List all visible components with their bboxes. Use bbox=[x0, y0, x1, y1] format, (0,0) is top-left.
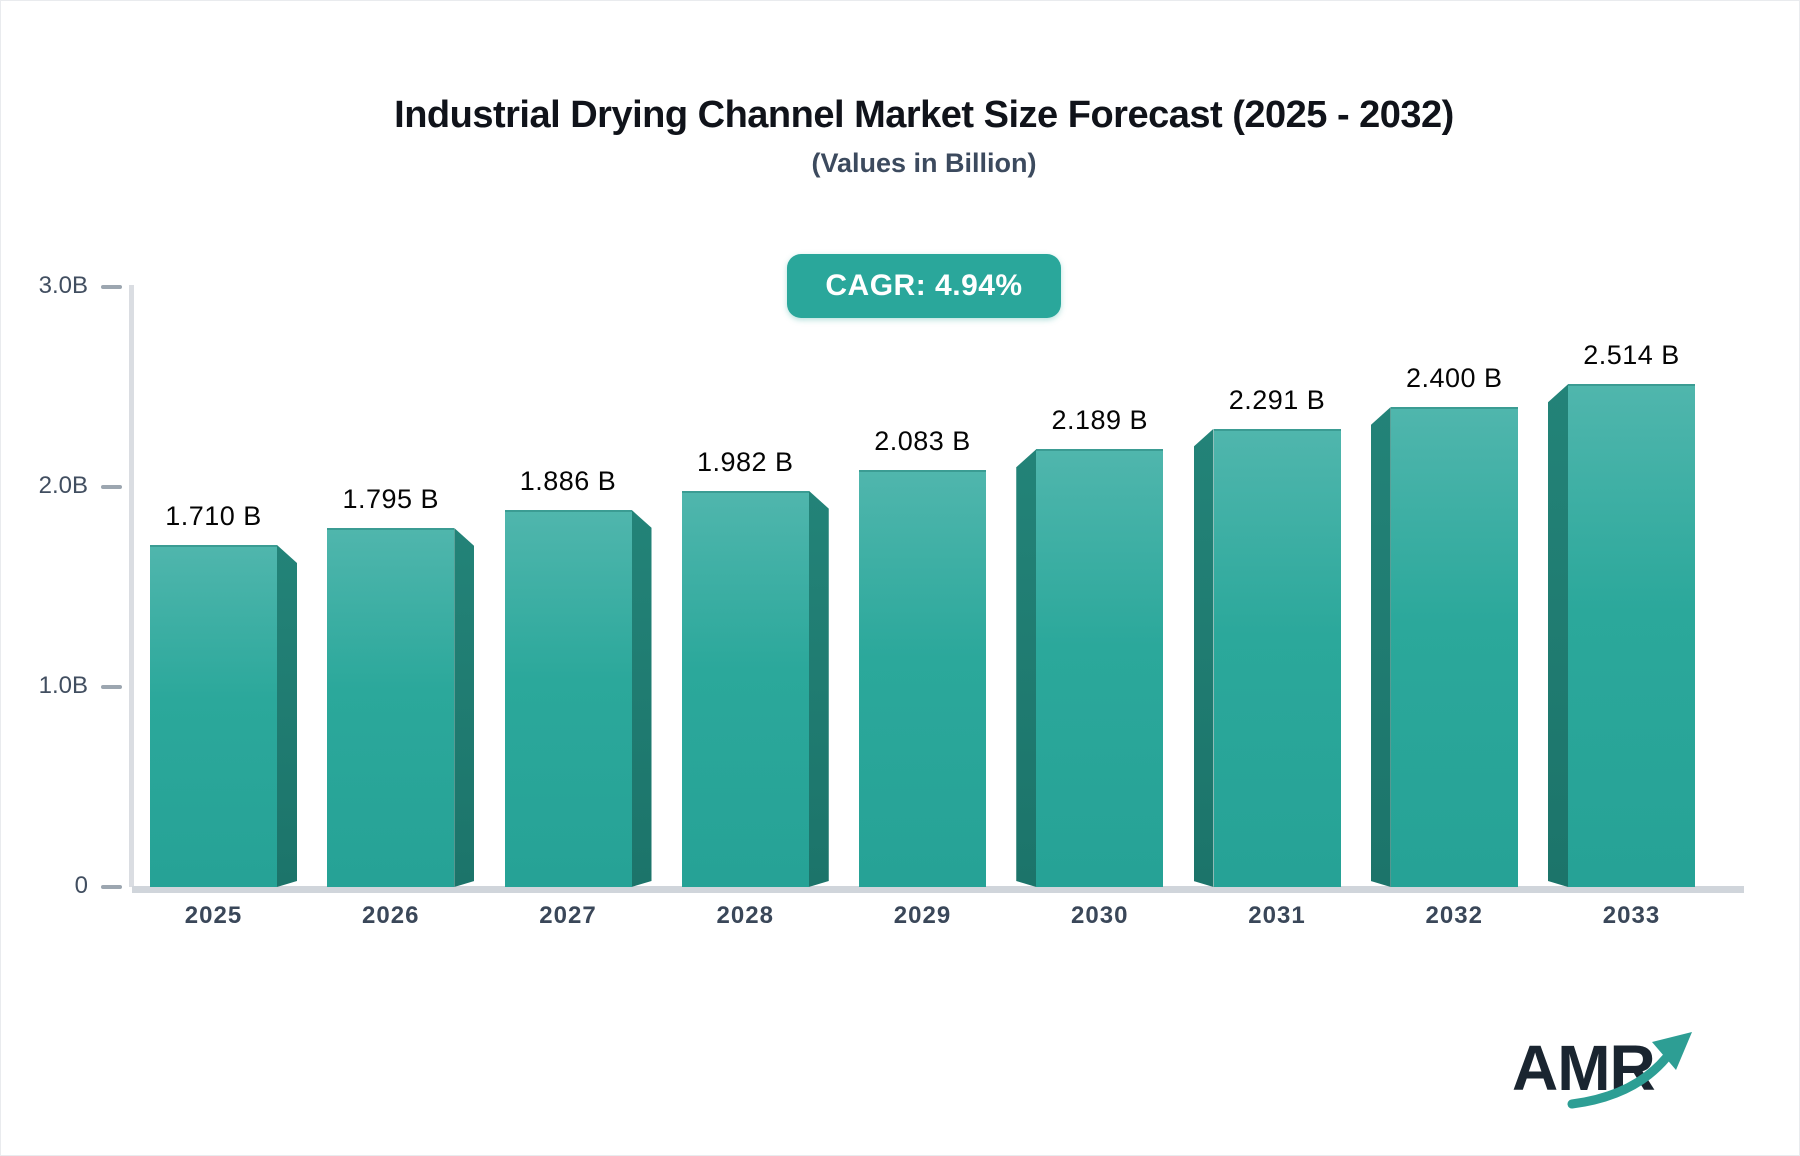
y-axis-line bbox=[129, 285, 134, 887]
cagr-badge: CAGR: 4.94% bbox=[787, 254, 1061, 318]
bar-value-label: 2.514 B bbox=[1583, 340, 1680, 371]
bar-value-label: 2.291 B bbox=[1228, 384, 1326, 415]
bar-2028 bbox=[681, 490, 809, 887]
bar-value-label: 1.795 B bbox=[342, 484, 440, 514]
bar-value-label: 1.710 B bbox=[165, 501, 262, 531]
bar-value-label: 2.400 B bbox=[1405, 363, 1503, 393]
bar-3d-side bbox=[809, 491, 829, 887]
bar-2032 bbox=[1390, 407, 1518, 887]
x-axis-label-2033: 2033 bbox=[1602, 902, 1661, 929]
bar-2033 bbox=[1568, 384, 1695, 887]
bar-3d-side bbox=[454, 528, 474, 887]
bar-value-label: 2.083 B bbox=[874, 426, 971, 457]
bar-3d-side bbox=[1194, 429, 1214, 887]
bar-2027 bbox=[504, 509, 632, 887]
bar-3d-side bbox=[277, 545, 297, 887]
amr-logo: AMR bbox=[1512, 1032, 1692, 1109]
bar-value-label: 1.886 B bbox=[519, 465, 617, 496]
bar-3d-side bbox=[1548, 384, 1568, 887]
y-tick-label: 3.0B bbox=[38, 272, 88, 299]
x-axis-baseline bbox=[132, 886, 1744, 893]
x-axis-label-2030: 2030 bbox=[1071, 902, 1129, 929]
bar-value-label: 2.189 B bbox=[1051, 405, 1149, 436]
x-axis-label-2026: 2026 bbox=[362, 902, 420, 929]
x-axis-label-2029: 2029 bbox=[893, 902, 952, 929]
y-tick-label: 2.0B bbox=[38, 472, 88, 499]
bar-2026 bbox=[327, 528, 455, 887]
amr-logo-arrow-swoosh bbox=[1567, 1053, 1671, 1109]
y-tick-label: 1.0B bbox=[38, 672, 88, 699]
bar-2025 bbox=[150, 545, 277, 887]
bar-2029 bbox=[859, 470, 986, 887]
x-axis-label-2028: 2028 bbox=[716, 902, 774, 929]
chart-subtitle: (Values in Billion) bbox=[811, 148, 1037, 178]
bar-3d-side bbox=[1016, 449, 1036, 887]
bar-2030 bbox=[1036, 449, 1164, 887]
bar-3d-side bbox=[1371, 407, 1391, 887]
x-axis-label-2031: 2031 bbox=[1248, 902, 1306, 929]
bar-3d-side bbox=[632, 510, 652, 887]
y-tick-mark bbox=[101, 885, 122, 889]
y-tick-mark bbox=[101, 285, 122, 289]
x-axis-label-2025: 2025 bbox=[184, 902, 243, 929]
chart-title: Industrial Drying Channel Market Size Fo… bbox=[394, 94, 1454, 136]
y-tick-label: 0 bbox=[74, 872, 88, 899]
x-axis-label-2027: 2027 bbox=[539, 902, 597, 929]
x-axis-label-2032: 2032 bbox=[1425, 902, 1483, 929]
bar-2031 bbox=[1213, 428, 1341, 887]
amr-logo-text: AMR bbox=[1512, 1032, 1655, 1104]
bar-value-label: 1.982 B bbox=[696, 446, 794, 477]
y-tick-mark bbox=[101, 685, 122, 689]
amr-logo-arrow-head bbox=[1652, 1032, 1692, 1070]
cagr-badge-row: CAGR: 4.94% bbox=[24, 254, 1800, 318]
y-tick-mark bbox=[101, 485, 122, 489]
